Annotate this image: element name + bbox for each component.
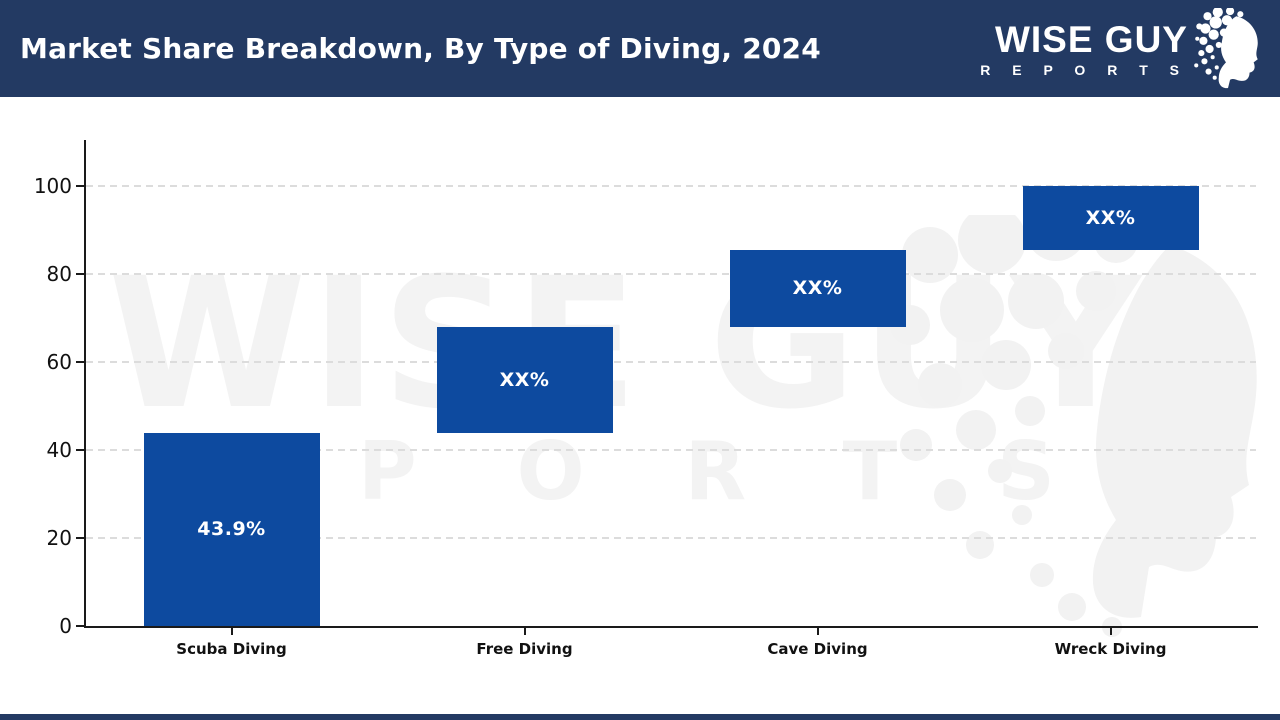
y-tick-label-80: 80 (46, 262, 72, 286)
x-axis-label-wreck-diving: Wreck Diving (1054, 640, 1167, 658)
footer-bar (0, 714, 1280, 720)
x-tick-mark-4 (1109, 628, 1112, 635)
gridline-40 (86, 449, 1256, 451)
y-tick-label-0: 0 (59, 614, 72, 638)
gridline-100 (86, 185, 1256, 187)
x-axis-label-scuba-diving: Scuba Diving (176, 640, 287, 658)
logo-wordmark: WISE GUY (994, 19, 1188, 61)
bar-value-label: XX% (792, 277, 843, 300)
watermark-head-icon (890, 215, 1257, 637)
page-title: Market Share Breakdown, By Type of Divin… (20, 32, 821, 65)
y-tick-label-60: 60 (46, 350, 72, 374)
x-tick-mark-2 (523, 628, 526, 635)
bar-cave-diving: XX% (729, 249, 906, 327)
bar-value-label: 43.9% (197, 518, 266, 541)
bar-scuba-diving: 43.9% (143, 432, 320, 626)
x-tick-mark-1 (230, 628, 233, 635)
y-tick-mark-100 (76, 185, 84, 187)
bar-value-label: XX% (499, 368, 550, 391)
y-axis-line (84, 140, 86, 628)
logo-text: WISE GUY R E P O R T S (974, 19, 1188, 78)
wise-guy-logo: WISE GUY R E P O R T S (974, 8, 1264, 90)
x-axis-line (84, 626, 1258, 628)
gridline-20 (86, 537, 1256, 539)
y-tick-label-20: 20 (46, 526, 72, 550)
y-tick-mark-60 (76, 361, 84, 363)
y-tick-mark-20 (76, 537, 84, 539)
bar-free-diving: XX% (436, 326, 613, 433)
bar-value-label: XX% (1085, 206, 1136, 229)
header-bar: Market Share Breakdown, By Type of Divin… (0, 0, 1280, 97)
y-tick-mark-0 (76, 625, 84, 627)
y-tick-label-100: 100 (33, 174, 72, 198)
logo-head-icon (1194, 8, 1258, 89)
x-axis-label-cave-diving: Cave Diving (767, 640, 868, 658)
bar-wreck-diving: XX% (1022, 186, 1199, 250)
y-tick-label-40: 40 (46, 438, 72, 462)
logo-subtitle: R E P O R T S (980, 61, 1188, 78)
x-axis-label-free-diving: Free Diving (476, 640, 573, 658)
x-tick-mark-3 (816, 628, 819, 635)
y-tick-mark-80 (76, 273, 84, 275)
gridline-60 (86, 361, 1256, 363)
y-tick-mark-40 (76, 449, 84, 451)
gridline-80 (86, 273, 1256, 275)
